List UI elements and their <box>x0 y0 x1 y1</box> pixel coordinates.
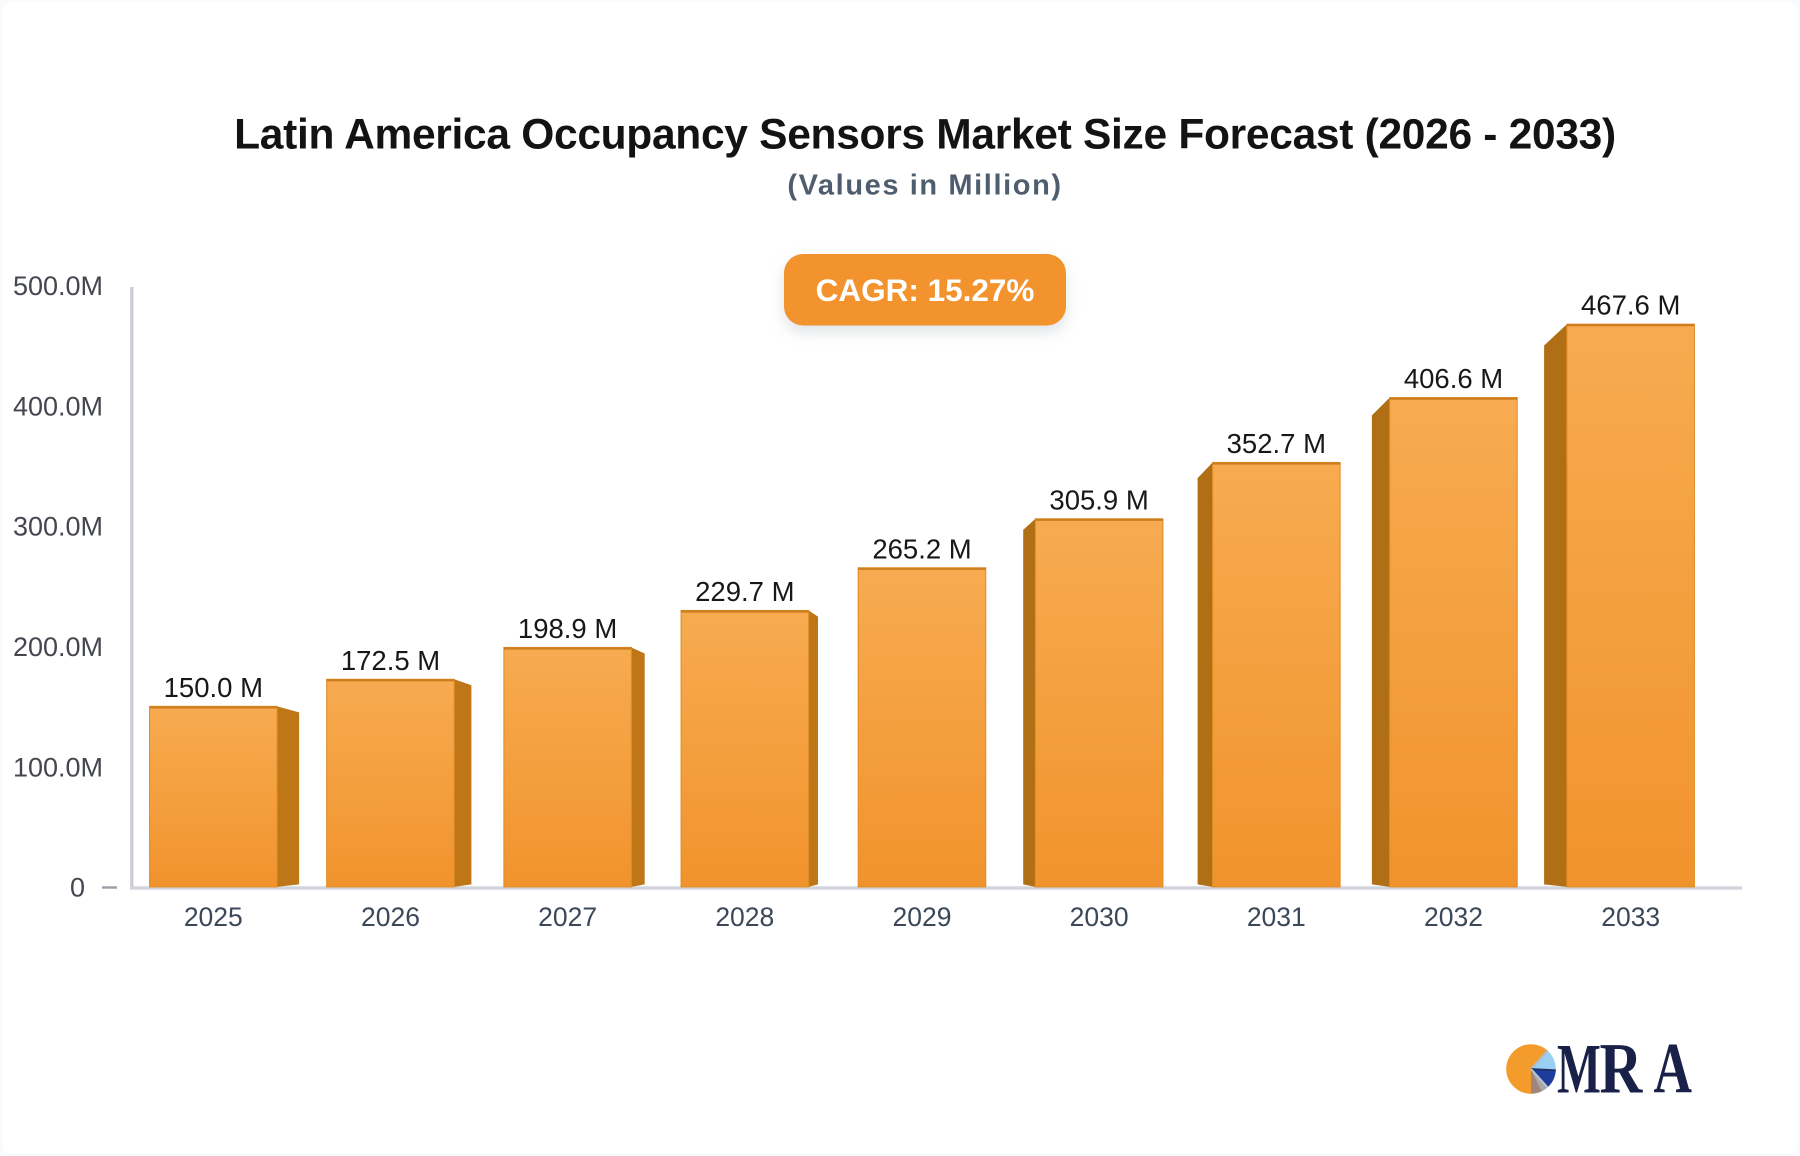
svg-text:CAGR: 15.27%: CAGR: 15.27% <box>816 272 1035 308</box>
svg-text:500.0M: 500.0M <box>13 271 103 301</box>
svg-text:352.7 M: 352.7 M <box>1227 428 1326 459</box>
svg-text:265.2 M: 265.2 M <box>872 533 971 564</box>
svg-text:R: R <box>1600 1029 1644 1108</box>
svg-text:2031: 2031 <box>1247 902 1306 932</box>
svg-text:2029: 2029 <box>893 902 952 932</box>
svg-text:2027: 2027 <box>538 902 597 932</box>
svg-text:2028: 2028 <box>715 902 774 932</box>
svg-text:150.0 M: 150.0 M <box>164 672 263 703</box>
svg-text:406.6 M: 406.6 M <box>1404 363 1503 394</box>
svg-text:467.6 M: 467.6 M <box>1581 290 1680 321</box>
svg-text:172.5 M: 172.5 M <box>341 645 440 676</box>
svg-text:305.9 M: 305.9 M <box>1049 484 1148 515</box>
svg-text:A: A <box>1654 1029 1693 1108</box>
svg-text:2030: 2030 <box>1070 902 1129 932</box>
svg-text:2025: 2025 <box>184 902 243 932</box>
svg-text:2033: 2033 <box>1601 902 1660 932</box>
svg-text:300.0M: 300.0M <box>13 512 103 542</box>
svg-text:400.0M: 400.0M <box>13 391 103 421</box>
svg-text:M: M <box>1557 1030 1601 1109</box>
svg-text:200.0M: 200.0M <box>13 632 103 662</box>
svg-text:0: 0 <box>70 873 85 903</box>
svg-text:198.9 M: 198.9 M <box>518 613 617 644</box>
svg-text:100.0M: 100.0M <box>13 752 103 782</box>
svg-text:2032: 2032 <box>1424 902 1483 932</box>
svg-text:229.7 M: 229.7 M <box>695 576 794 607</box>
svg-text:Latin America Occupancy Sensor: Latin America Occupancy Sensors Market S… <box>234 112 1616 159</box>
svg-text:(Values in Million): (Values in Million) <box>787 169 1062 201</box>
svg-text:2026: 2026 <box>361 902 420 932</box>
